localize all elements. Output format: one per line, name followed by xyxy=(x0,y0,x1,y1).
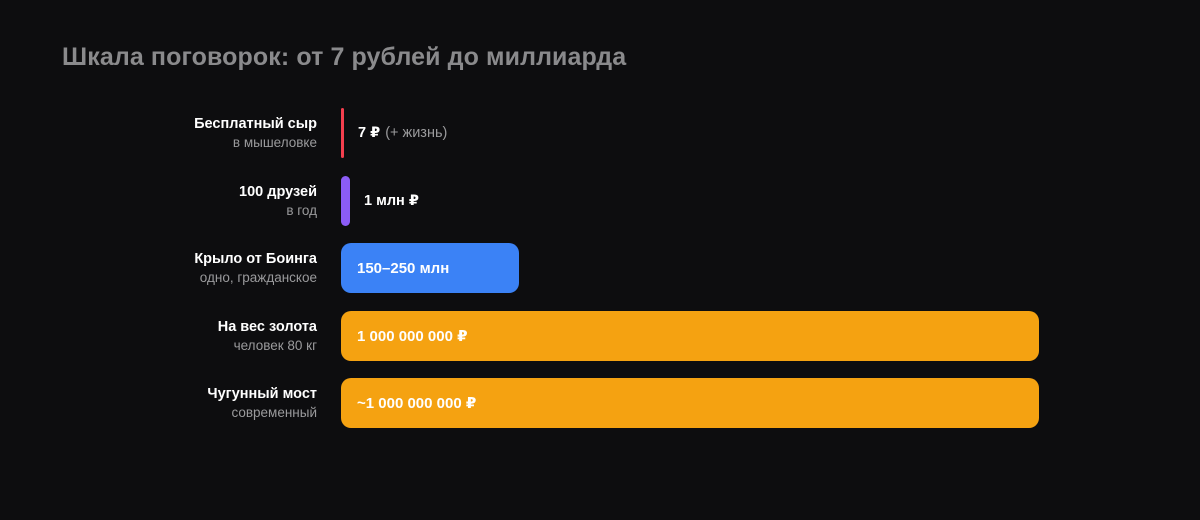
bar-rows-list: Бесплатный сыр в мышеловке 7 ₽ (+ жизнь) 100… xyxy=(0,108,1200,446)
bar-area: 1 млн ₽ xyxy=(341,175,419,226)
bar-row: Крыло от Боинга одно, гражданское 150–250 … xyxy=(0,243,1200,311)
value-bar: 150–250 млн xyxy=(341,243,519,293)
row-label-primary: Крыло от Боинга xyxy=(194,251,317,267)
row-label-secondary: одно, гражданское xyxy=(199,270,317,285)
bar-area: 150–250 млн xyxy=(341,243,519,293)
value-bar: 1 000 000 000 ₽ xyxy=(341,310,1039,361)
value-bar xyxy=(341,175,350,226)
bar-row: Чугунный мост современный ~1 000 000 000 ₽ xyxy=(0,378,1200,446)
bar-value-note: (+ жизнь) xyxy=(385,125,448,141)
bar-row: 100 друзей в год 1 млн ₽ xyxy=(0,175,1200,244)
row-label-secondary: современный xyxy=(231,405,317,420)
bar-value-label: ~1 000 000 000 ₽ xyxy=(357,395,477,412)
bar-row: На вес золота человек 80 кг 1 000 000 000 … xyxy=(0,310,1200,379)
bar-row: Бесплатный сыр в мышеловке 7 ₽ (+ жизнь) xyxy=(0,108,1200,176)
row-label-primary: Чугунный мост xyxy=(207,386,317,402)
bar-area: ~1 000 000 000 ₽ xyxy=(341,378,1039,428)
row-label-group: Чугунный мост современный xyxy=(57,378,317,428)
row-label-group: На вес золота человек 80 кг xyxy=(57,311,317,361)
row-label-primary: 100 друзей xyxy=(239,183,317,200)
row-label-secondary: в год xyxy=(286,202,317,218)
bar-value-label: 7 ₽ (+ жизнь) xyxy=(358,125,447,141)
row-label-group: Бесплатный сыр в мышеловке xyxy=(57,108,317,158)
row-label-primary: Бесплатный сыр xyxy=(194,116,317,132)
bar-value-amount: 1 млн ₽ xyxy=(364,192,419,209)
row-label-primary: На вес золота xyxy=(217,318,317,335)
row-label-group: 100 друзей в год xyxy=(57,176,317,226)
bar-value-label: 1 млн ₽ xyxy=(364,193,419,209)
bar-area: 7 ₽ (+ жизнь) xyxy=(341,108,447,158)
row-label-secondary: в мышеловке xyxy=(232,135,317,150)
bar-area: 1 000 000 000 ₽ xyxy=(341,310,1039,361)
page-title: Шкала поговорок: от 7 рублей до миллиард… xyxy=(62,43,627,71)
bar-value-label: 150–250 млн xyxy=(357,259,450,277)
value-bar: ~1 000 000 000 ₽ xyxy=(341,378,1039,428)
row-label-group: Крыло от Боинга одно, гражданское xyxy=(57,243,317,293)
bar-value-label: 1 000 000 000 ₽ xyxy=(357,327,468,345)
bar-value-amount: 7 ₽ xyxy=(358,125,381,141)
row-label-secondary: человек 80 кг xyxy=(233,337,317,353)
value-bar xyxy=(341,108,344,158)
